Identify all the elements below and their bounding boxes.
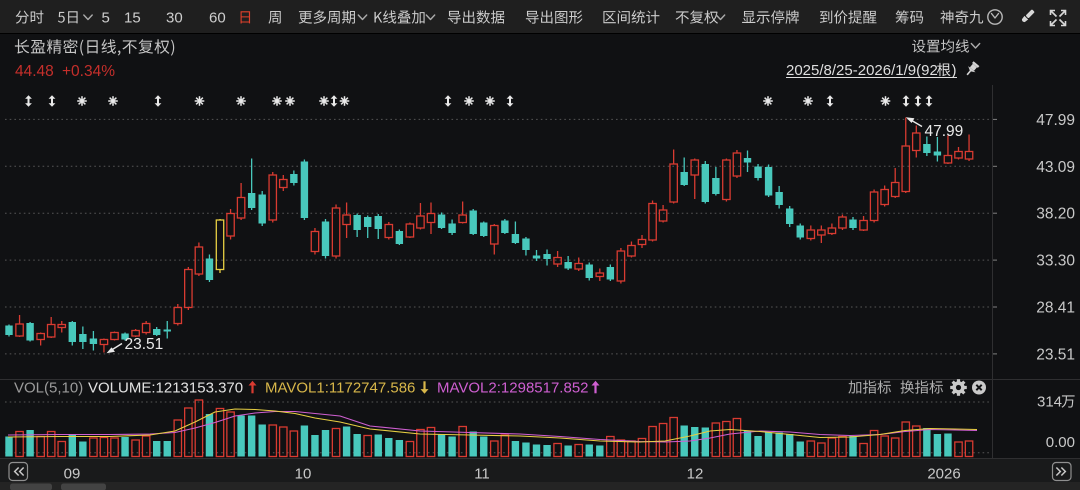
svg-text:60: 60 [209, 10, 226, 27]
svg-text:33.30: 33.30 [1036, 253, 1075, 270]
svg-text:MAVOL1:1172747.586: MAVOL1:1172747.586 [265, 380, 415, 397]
svg-text:09: 09 [64, 466, 81, 483]
svg-text:43.09: 43.09 [1036, 159, 1075, 176]
svg-text:28.41: 28.41 [1036, 300, 1075, 317]
svg-text:2025/8/25-2026/1/9(92: 2025/8/25-2026/1/9(92 [786, 62, 938, 79]
svg-text:VOLUME:1213153.370: VOLUME:1213153.370 [88, 380, 243, 397]
svg-text:47.99: 47.99 [925, 123, 964, 140]
svg-text:11: 11 [474, 466, 490, 483]
svg-text:5: 5 [102, 10, 110, 27]
svg-text:12: 12 [687, 466, 704, 483]
svg-text:15: 15 [124, 10, 141, 27]
svg-text:23.51: 23.51 [1036, 346, 1075, 363]
svg-text:30: 30 [166, 10, 183, 27]
svg-text:): ) [952, 62, 957, 79]
svg-text:38.20: 38.20 [1036, 206, 1075, 223]
svg-text:23.51: 23.51 [125, 336, 164, 353]
svg-text:MAVOL2:1298517.852: MAVOL2:1298517.852 [437, 380, 589, 397]
svg-text:2026: 2026 [927, 466, 960, 483]
svg-text:314: 314 [1037, 394, 1062, 411]
svg-text:47.99: 47.99 [1036, 112, 1075, 129]
svg-text:10: 10 [295, 466, 312, 483]
svg-text:+0.34%: +0.34% [62, 63, 115, 80]
svg-text:0.00: 0.00 [1046, 434, 1075, 451]
svg-text:44.48: 44.48 [15, 63, 54, 80]
svg-text:VOL(5,10): VOL(5,10) [14, 380, 83, 397]
